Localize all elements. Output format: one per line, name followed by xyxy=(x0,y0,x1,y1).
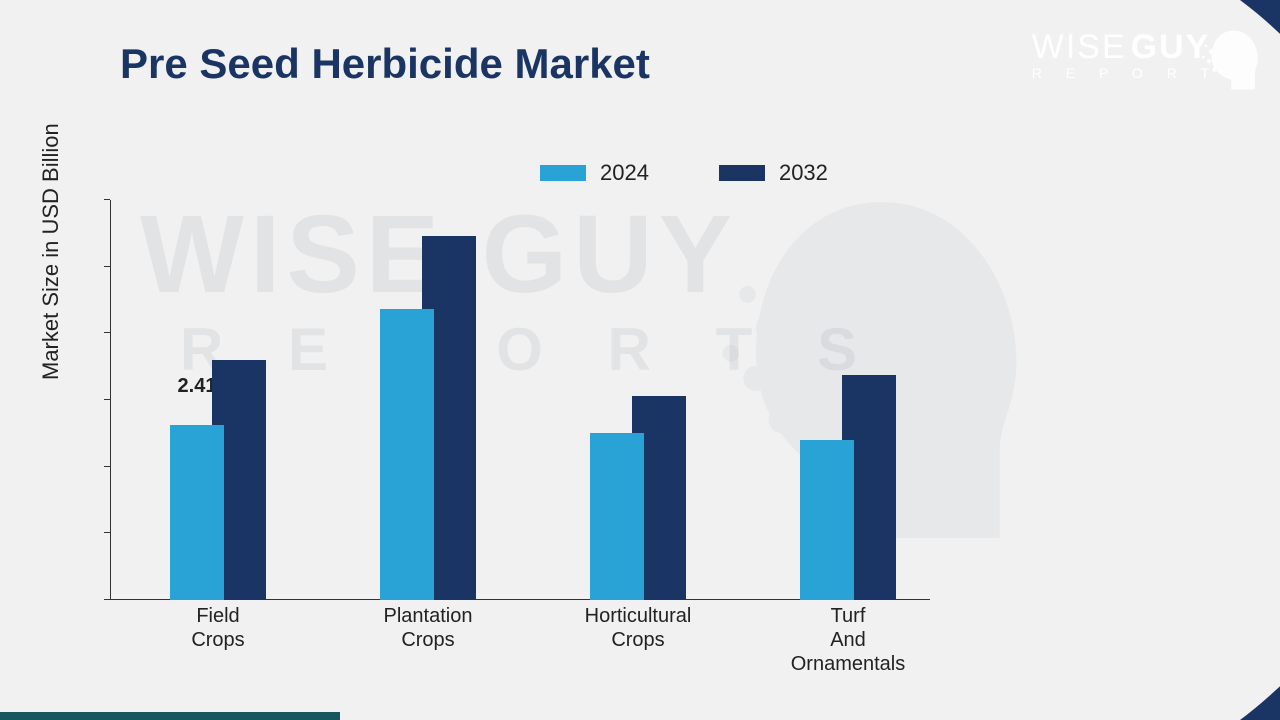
legend-swatch-2032 xyxy=(719,165,765,181)
legend-label-2032: 2032 xyxy=(779,160,828,186)
y-tick xyxy=(104,466,110,467)
brand-head-icon xyxy=(1192,20,1262,100)
legend-label-2024: 2024 xyxy=(600,160,649,186)
chart-title: Pre Seed Herbicide Market xyxy=(120,40,650,88)
x-axis-label: PlantationCrops xyxy=(338,604,518,652)
legend-swatch-2024 xyxy=(540,165,586,181)
x-axis-label: FieldCrops xyxy=(128,604,308,652)
y-tick xyxy=(104,266,110,267)
brand-logo: WISEGUY R E P O R T S xyxy=(1032,28,1252,81)
bar-group xyxy=(590,396,686,600)
bar-series1 xyxy=(380,309,434,600)
bar-group xyxy=(800,375,896,600)
legend-item-2024: 2024 xyxy=(540,160,649,186)
y-tick xyxy=(104,332,110,333)
legend: 2024 2032 xyxy=(540,160,828,186)
x-axis-label: TurfAndOrnamentals xyxy=(758,604,938,676)
legend-item-2032: 2032 xyxy=(719,160,828,186)
bar-series1 xyxy=(590,433,644,600)
bar-series1 xyxy=(170,425,224,600)
bar-value-label: 2.41 xyxy=(178,375,217,398)
bar-series1 xyxy=(800,440,854,600)
bottom-accent-bar xyxy=(0,712,340,720)
y-axis-label: Market Size in USD Billion xyxy=(38,123,64,380)
x-axis-label: HorticulturalCrops xyxy=(548,604,728,652)
brand-wise: WISE xyxy=(1032,28,1127,67)
y-tick xyxy=(104,199,110,200)
chart-area: FieldCropsPlantationCropsHorticulturalCr… xyxy=(110,200,970,620)
y-tick xyxy=(104,399,110,400)
chart-stage: WISEGUY R E P O R T S Pre Seed Herbicide… xyxy=(0,0,1280,720)
y-tick xyxy=(104,599,110,600)
y-axis xyxy=(110,200,111,600)
bar-group xyxy=(380,236,476,600)
y-tick xyxy=(104,532,110,533)
